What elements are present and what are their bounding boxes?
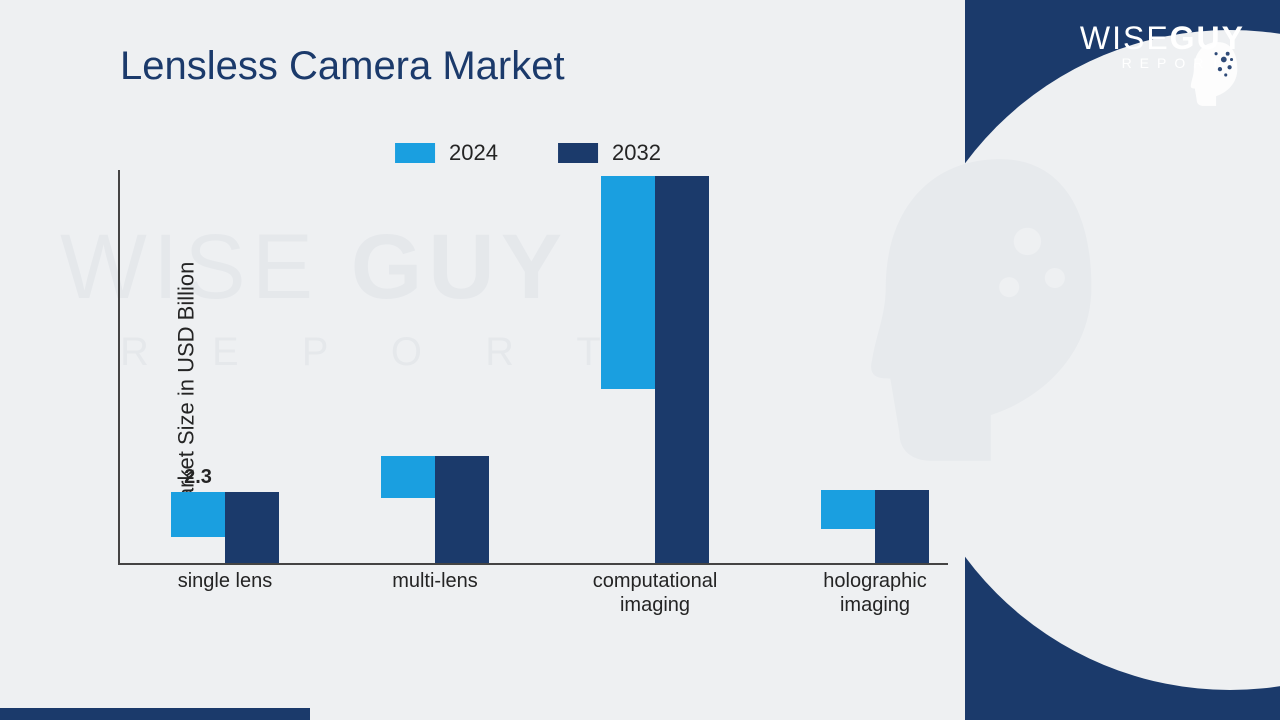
bar-group: computational imaging: [565, 176, 745, 563]
category-label: single lens: [145, 569, 305, 593]
legend-label-2032: 2032: [612, 140, 661, 166]
bar-group: holographic imaging: [785, 490, 965, 563]
bar-group: 2.3single lens: [135, 492, 315, 563]
legend-label-2024: 2024: [449, 140, 498, 166]
legend-item-2024: 2024: [395, 140, 498, 166]
brand-side-panel: [965, 0, 1280, 720]
legend-item-2032: 2032: [558, 140, 661, 166]
category-label: computational imaging: [575, 569, 735, 617]
decorative-bottom-bar: [0, 708, 310, 720]
bar-group: multi-lens: [345, 456, 525, 563]
bar: [601, 176, 655, 389]
bar: [875, 490, 929, 563]
brand-logo: WISEGUY REPORTS: [1080, 22, 1245, 70]
bar: [821, 490, 875, 530]
chart-title: Lensless Camera Market: [120, 44, 565, 89]
bar-chart: Market Size in USD Billion 2024 2032 2.3…: [108, 170, 948, 610]
legend-swatch-2032: [558, 143, 598, 163]
category-label: multi-lens: [355, 569, 515, 593]
bar: 2.3: [171, 492, 225, 537]
plot-area: 2.3single lens multi-lens computational im…: [118, 170, 948, 565]
decorative-circle: [900, 30, 1280, 690]
bar: [655, 176, 709, 563]
bar-value-label: 2.3: [184, 466, 212, 489]
logo-head-icon: [1189, 40, 1247, 108]
category-label: holographic imaging: [795, 569, 955, 617]
legend-swatch-2024: [395, 143, 435, 163]
bar: [381, 456, 435, 497]
bar: [435, 456, 489, 563]
bar: [225, 492, 279, 563]
chart-legend: 2024 2032: [395, 140, 661, 166]
logo-text-wise: WISE: [1080, 20, 1170, 56]
